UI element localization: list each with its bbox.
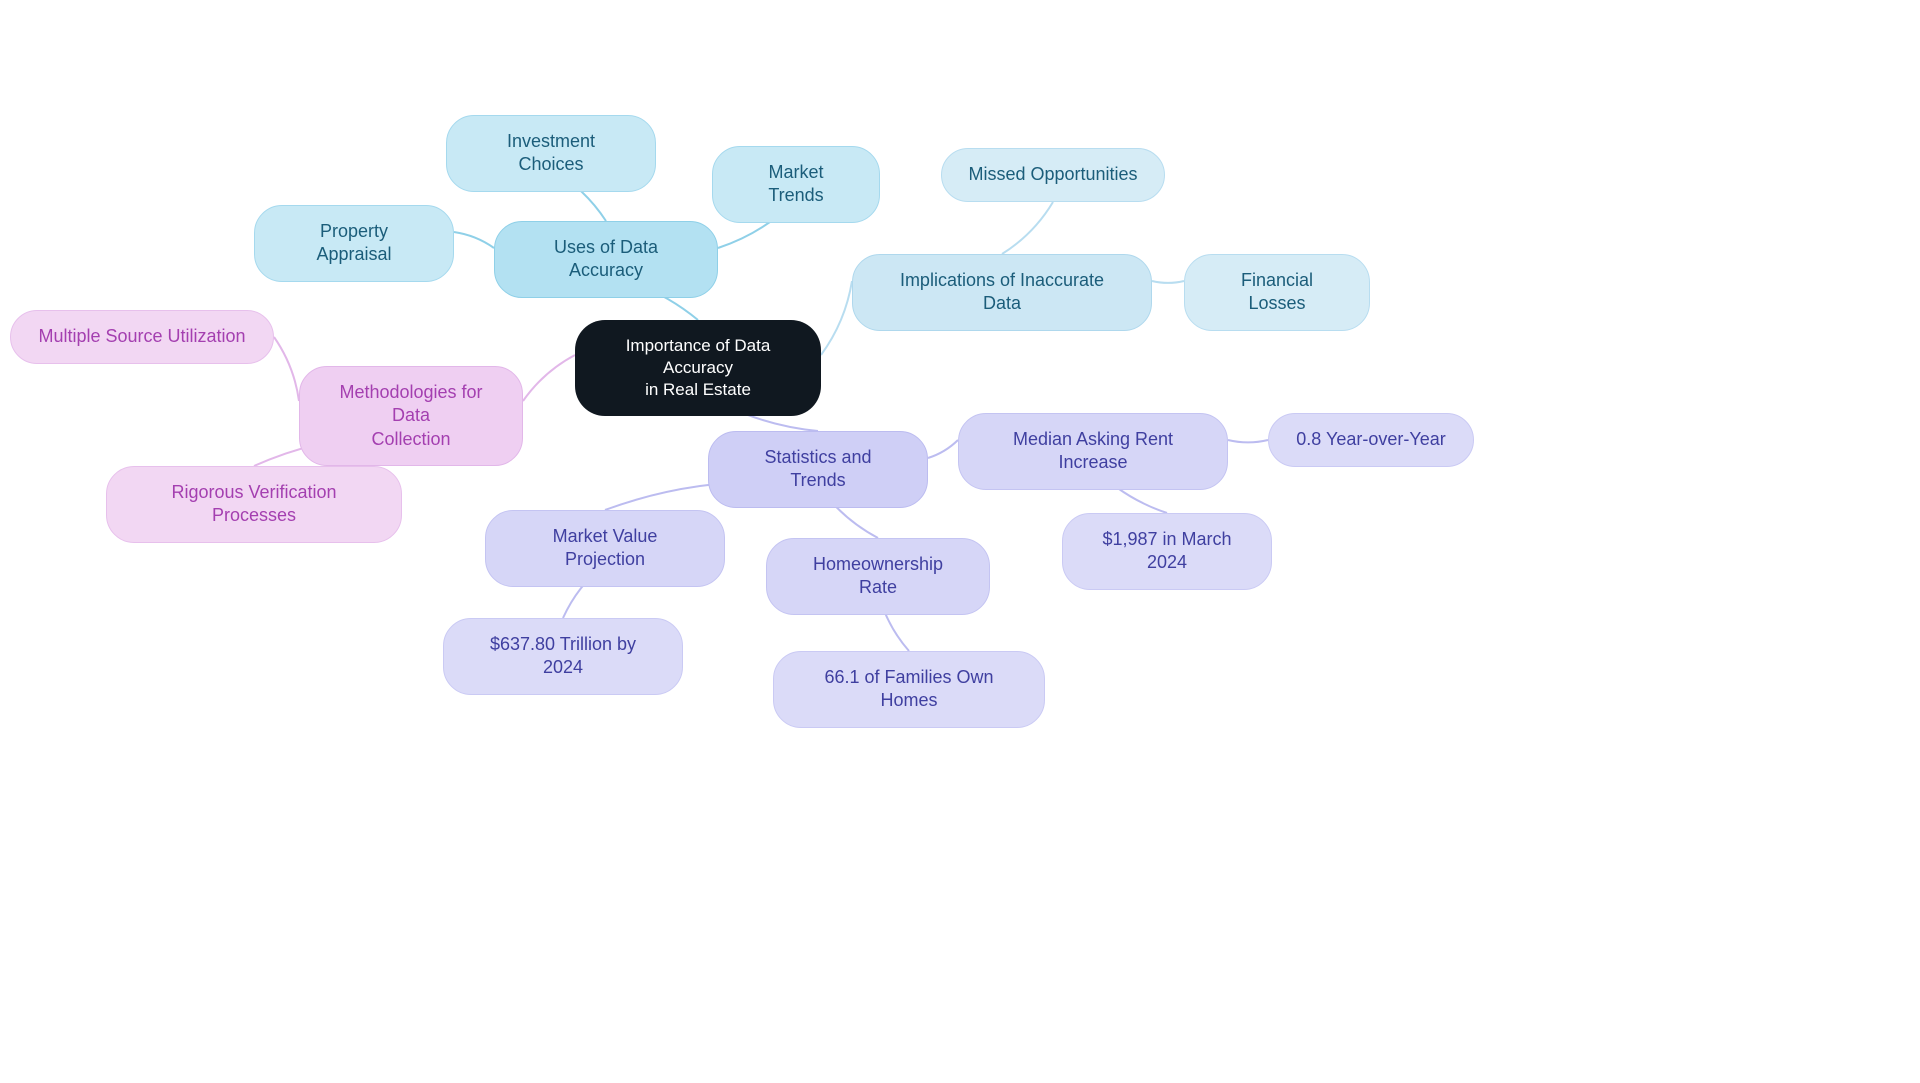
node-rent-yoy: 0.8 Year-over-Year (1268, 413, 1474, 467)
node-market-trends: Market Trends (712, 146, 880, 223)
edge-stats-rent (928, 440, 958, 458)
node-appraisal: Property Appraisal (254, 205, 454, 282)
node-root: Importance of Data Accuracyin Real Estat… (575, 320, 821, 416)
edge-root-methods (523, 355, 575, 401)
node-market-proj: Market Value Projection (485, 510, 725, 587)
node-verification: Rigorous Verification Processes (106, 466, 402, 543)
node-home-rate: Homeownership Rate (766, 538, 990, 615)
node-uses: Uses of Data Accuracy (494, 221, 718, 298)
node-losses: Financial Losses (1184, 254, 1370, 331)
node-home-val: 66.1 of Families Own Homes (773, 651, 1045, 728)
edge-methods-multi-source (274, 337, 299, 401)
node-multi-source: Multiple Source Utilization (10, 310, 274, 364)
edge-rent-rent-yoy (1228, 440, 1268, 442)
node-implications: Implications of Inaccurate Data (852, 254, 1152, 331)
edge-implications-missed (1002, 202, 1053, 254)
edge-root-implications (821, 281, 852, 355)
node-methods: Methodologies for DataCollection (299, 366, 523, 466)
node-investment: Investment Choices (446, 115, 656, 192)
edge-implications-losses (1152, 281, 1184, 283)
node-stats: Statistics and Trends (708, 431, 928, 508)
node-proj-val: $637.80 Trillion by 2024 (443, 618, 683, 695)
node-rent-val: $1,987 in March 2024 (1062, 513, 1272, 590)
node-rent: Median Asking Rent Increase (958, 413, 1228, 490)
node-missed: Missed Opportunities (941, 148, 1165, 202)
edge-uses-appraisal (454, 232, 494, 248)
